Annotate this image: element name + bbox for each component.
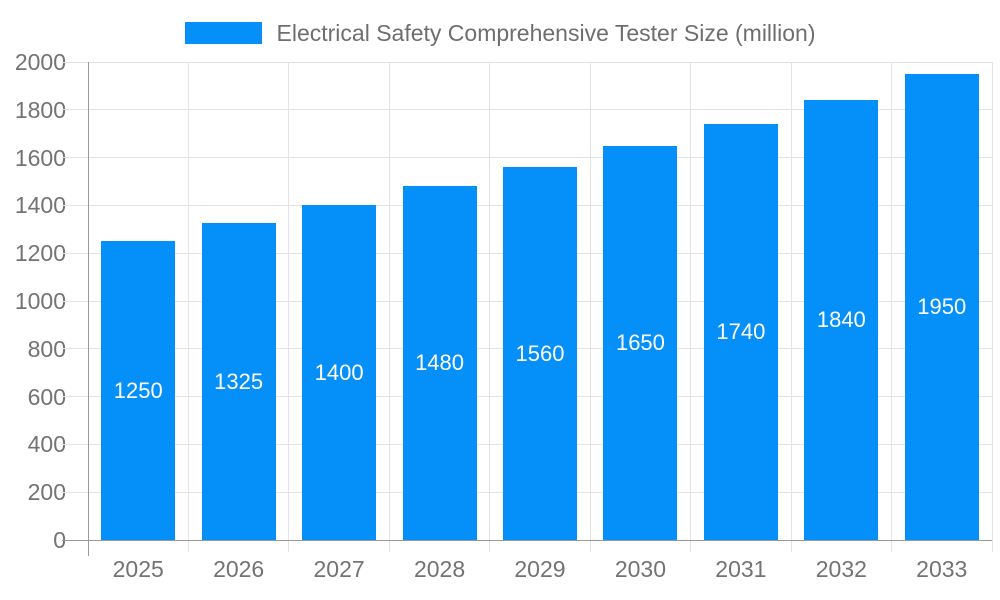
gridline-horizontal	[62, 109, 992, 111]
bar-value-label: 1950	[917, 293, 967, 319]
bar-value-label: 1840	[816, 307, 866, 333]
gridline-vertical	[690, 62, 692, 552]
y-tick-label: 400	[27, 431, 66, 458]
y-tick-label: 1600	[14, 144, 66, 171]
bar-value-label: 1650	[615, 329, 665, 355]
gridline-vertical	[991, 62, 993, 552]
y-tick-label: 2000	[14, 49, 66, 75]
gridline-vertical	[288, 62, 290, 552]
gridline-horizontal	[62, 61, 992, 63]
bar-value-label: 1325	[214, 368, 264, 394]
bar-2025[interactable]: 1250	[101, 241, 176, 540]
x-tick-label: 2027	[313, 556, 365, 582]
legend-swatch-icon	[184, 22, 262, 44]
legend-label: Electrical Safety Comprehensive Tester S…	[276, 20, 816, 46]
x-tick-label: 2031	[715, 556, 767, 582]
y-tick-label: 1800	[14, 96, 66, 123]
bar-2030[interactable]: 1650	[603, 145, 678, 540]
y-tick-label: 600	[27, 383, 66, 410]
gridline-vertical	[489, 62, 491, 552]
bar-value-label: 1740	[716, 319, 766, 345]
gridline-vertical	[187, 62, 189, 552]
x-tick-label: 2025	[112, 556, 164, 582]
gridline-horizontal	[62, 157, 992, 159]
y-tick-label: 800	[27, 335, 66, 362]
bar-value-label: 1560	[515, 340, 565, 366]
x-tick-label: 2032	[815, 556, 867, 582]
gridline-vertical	[589, 62, 591, 552]
x-tick-label: 2029	[514, 556, 566, 582]
gridline-vertical	[790, 62, 792, 552]
chart-legend[interactable]: Electrical Safety Comprehensive Tester S…	[0, 20, 1000, 46]
plot-area: 1250 1325 1400 1480 1560 1650 1740 1840 1950	[62, 61, 993, 556]
bar-2033[interactable]: 1950	[904, 73, 979, 540]
bar-value-label: 1480	[415, 350, 465, 376]
x-tick-label: 2026	[213, 556, 265, 582]
bar-2028[interactable]: 1480	[402, 186, 477, 540]
y-tick-label: 1200	[14, 240, 66, 267]
y-axis-line	[88, 62, 89, 556]
bar-value-label: 1400	[314, 359, 364, 385]
gridline-vertical	[891, 62, 893, 552]
y-tick-label: 1400	[14, 192, 66, 219]
x-axis-labels: 2025 2026 2027 2028 2029 2030 2031 2032 2033	[88, 554, 992, 586]
bar-2032[interactable]: 1840	[804, 100, 879, 540]
x-tick-label: 2030	[614, 556, 667, 582]
bar-value-label: 1250	[113, 377, 163, 403]
y-axis-labels: 0 200 400 600 800 1000 1200 1400 1600 1800 2000	[0, 49, 66, 553]
x-tick-label: 2028	[413, 556, 466, 582]
bar-2026[interactable]: 1325	[201, 223, 276, 540]
y-tick-label: 1000	[14, 288, 66, 314]
y-tick-label: 0	[53, 527, 66, 553]
gridline-vertical	[388, 62, 390, 552]
bar-2027[interactable]: 1400	[302, 205, 377, 540]
x-tick-label: 2033	[916, 556, 968, 582]
x-axis-line	[62, 539, 992, 541]
y-tick-label: 200	[27, 479, 66, 506]
bar-2031[interactable]: 1740	[703, 124, 778, 540]
bar-2029[interactable]: 1560	[503, 167, 577, 540]
